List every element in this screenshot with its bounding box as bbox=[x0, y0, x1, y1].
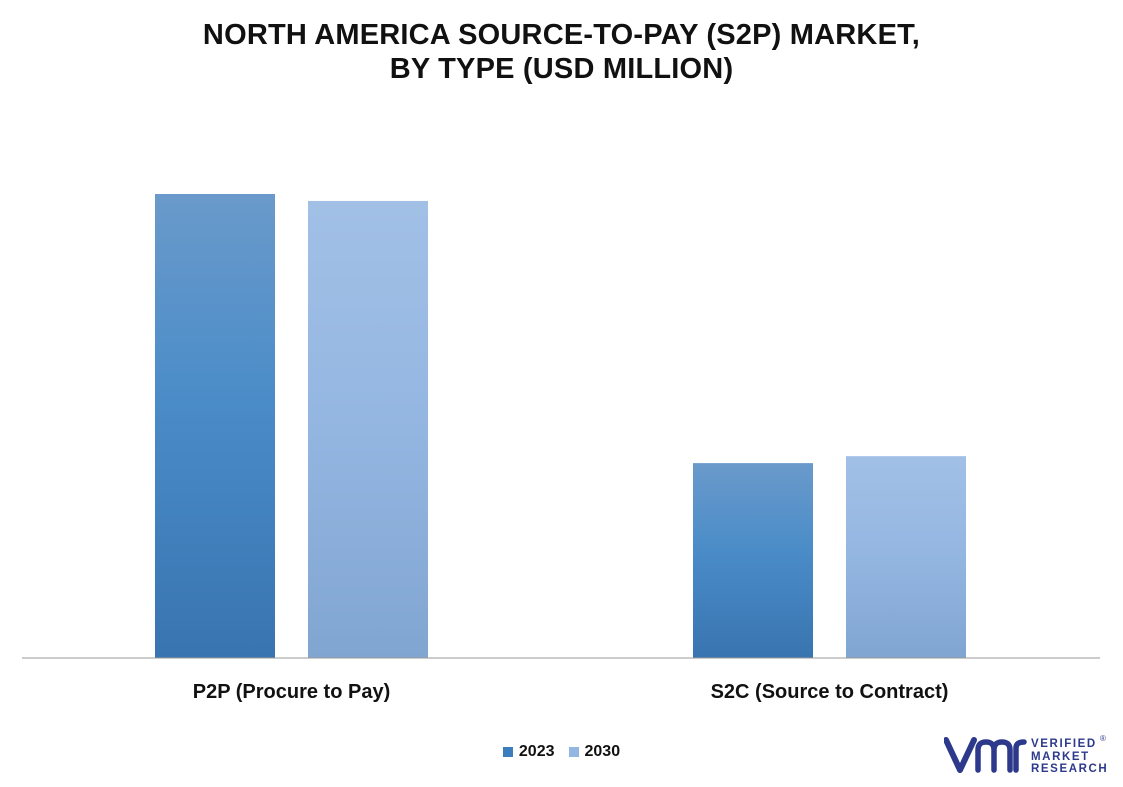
bar-2030-s2c bbox=[846, 456, 966, 658]
logo-line-2: MARKET bbox=[1031, 750, 1090, 763]
legend-item-2023: 2023 bbox=[502, 743, 555, 761]
x-tick-label-p2p: P2P (Procure to Pay) bbox=[193, 681, 390, 703]
legend-item-2030: 2030 bbox=[568, 743, 621, 761]
legend-swatch-2023 bbox=[502, 747, 513, 757]
x-axis-labels: P2P (Procure to Pay) S2C (Source to Contr… bbox=[193, 681, 949, 703]
logo-text: VERIFIED MARKET RESEARCH bbox=[1031, 738, 1108, 776]
chart-title-line-1: NORTH AMERICA SOURCE-TO-PAY (S2P) MARKET… bbox=[202, 19, 921, 51]
bars-group bbox=[155, 194, 966, 658]
bar-2023-p2p bbox=[155, 194, 275, 658]
chart-title-line-2: BY TYPE (USD MILLION) bbox=[389, 53, 734, 85]
legend-label-2023: 2023 bbox=[518, 743, 555, 760]
legend-label-2030: 2030 bbox=[584, 743, 621, 760]
bar-2030-p2p bbox=[308, 200, 428, 658]
chart-title: NORTH AMERICA SOURCE-TO-PAY (S2P) MARKET… bbox=[0, 18, 1123, 86]
x-tick-label-s2c: S2C (Source to Contract) bbox=[711, 681, 949, 703]
vmr-logo-mark-icon bbox=[943, 737, 1027, 773]
legend: 2023 2030 bbox=[0, 743, 1123, 761]
verified-market-research-logo: VERIFIED MARKET RESEARCH ® bbox=[943, 734, 1114, 780]
bar-2023-s2c bbox=[693, 463, 813, 658]
registered-mark: ® bbox=[1100, 734, 1106, 743]
logo-line-1: VERIFIED bbox=[1031, 738, 1097, 750]
logo-line-3: RESEARCH bbox=[1031, 763, 1109, 775]
legend-swatch-2030 bbox=[568, 747, 579, 757]
